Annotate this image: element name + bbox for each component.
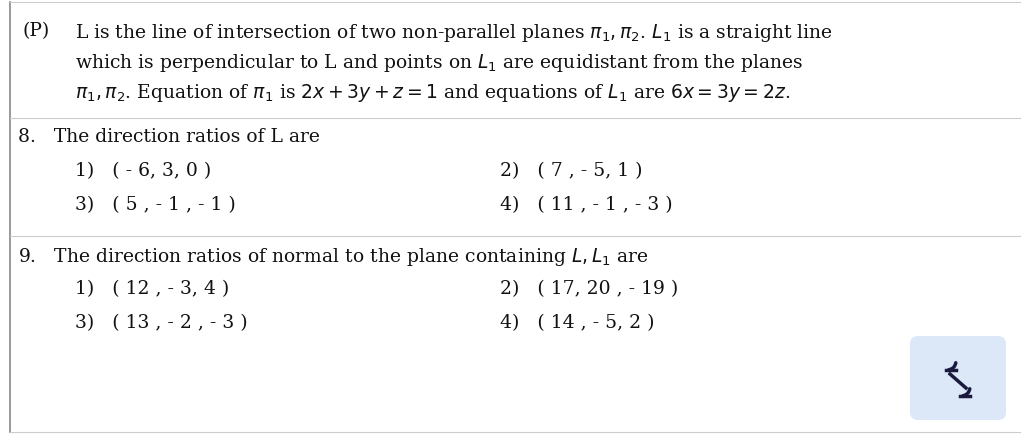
- Text: 2)   ( 7 , - 5, 1 ): 2) ( 7 , - 5, 1 ): [500, 162, 642, 180]
- Text: 1)   ( - 6, 3, 0 ): 1) ( - 6, 3, 0 ): [75, 162, 211, 180]
- FancyBboxPatch shape: [910, 336, 1006, 420]
- Text: $\pi_1, \pi_2$. Equation of $\pi_1$ is $2x + 3y + z = 1$ and equations of $L_1$ : $\pi_1, \pi_2$. Equation of $\pi_1$ is $…: [75, 82, 791, 104]
- Text: 2)   ( 17, 20 , - 19 ): 2) ( 17, 20 , - 19 ): [500, 280, 678, 298]
- Text: 1)   ( 12 , - 3, 4 ): 1) ( 12 , - 3, 4 ): [75, 280, 229, 298]
- Text: 3)   ( 13 , - 2 , - 3 ): 3) ( 13 , - 2 , - 3 ): [75, 314, 248, 332]
- Text: 4)   ( 11 , - 1 , - 3 ): 4) ( 11 , - 1 , - 3 ): [500, 196, 673, 214]
- Text: 3)   ( 5 , - 1 , - 1 ): 3) ( 5 , - 1 , - 1 ): [75, 196, 236, 214]
- Text: 9.   The direction ratios of normal to the plane containing $L, L_1$ are: 9. The direction ratios of normal to the…: [18, 246, 649, 268]
- Text: which is perpendicular to L and points on $L_1$ are equidistant from the planes: which is perpendicular to L and points o…: [75, 52, 804, 74]
- Text: 8.   The direction ratios of L are: 8. The direction ratios of L are: [18, 128, 319, 146]
- Text: L is the line of intersection of two non-parallel planes $\pi_1, \pi_2$. $L_1$ i: L is the line of intersection of two non…: [75, 22, 833, 44]
- Text: 4)   ( 14 , - 5, 2 ): 4) ( 14 , - 5, 2 ): [500, 314, 654, 332]
- Text: (P): (P): [22, 22, 49, 40]
